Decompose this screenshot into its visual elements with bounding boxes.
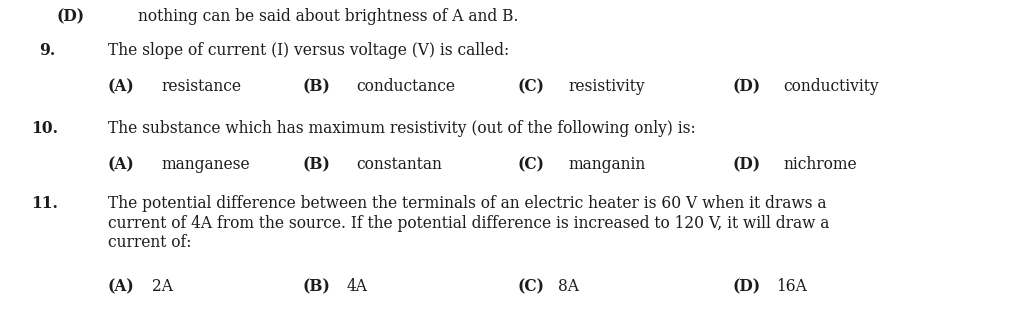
Text: 11.: 11. — [31, 195, 57, 212]
Text: (A): (A) — [108, 78, 134, 95]
Text: nothing can be said about brightness of A and B.: nothing can be said about brightness of … — [138, 8, 519, 25]
Text: (D): (D) — [732, 78, 760, 95]
Text: (B): (B) — [302, 278, 330, 295]
Text: (C): (C) — [517, 78, 544, 95]
Text: conductivity: conductivity — [783, 78, 879, 95]
Text: (D): (D) — [732, 156, 760, 173]
Text: resistivity: resistivity — [568, 78, 645, 95]
Text: resistance: resistance — [162, 78, 242, 95]
Text: (C): (C) — [517, 156, 544, 173]
Text: The substance which has maximum resistivity (out of the following only) is:: The substance which has maximum resistiv… — [108, 120, 695, 137]
Text: manganese: manganese — [162, 156, 251, 173]
Text: The slope of current (I) versus voltage (V) is called:: The slope of current (I) versus voltage … — [108, 42, 509, 59]
Text: nichrome: nichrome — [783, 156, 857, 173]
Text: conductance: conductance — [356, 78, 456, 95]
Text: (B): (B) — [302, 78, 330, 95]
Text: 2A: 2A — [152, 278, 173, 295]
Text: The potential difference between the terminals of an electric heater is 60 V whe: The potential difference between the ter… — [108, 195, 828, 251]
Text: manganin: manganin — [568, 156, 645, 173]
Text: (A): (A) — [108, 156, 134, 173]
Text: (C): (C) — [517, 278, 544, 295]
Text: (D): (D) — [732, 278, 760, 295]
Text: 9.: 9. — [39, 42, 55, 59]
Text: 10.: 10. — [31, 120, 57, 137]
Text: constantan: constantan — [356, 156, 442, 173]
Text: (A): (A) — [108, 278, 134, 295]
Text: 8A: 8A — [558, 278, 580, 295]
Text: (D): (D) — [56, 8, 84, 25]
Text: 16A: 16A — [776, 278, 807, 295]
Text: 4A: 4A — [346, 278, 368, 295]
Text: (B): (B) — [302, 156, 330, 173]
